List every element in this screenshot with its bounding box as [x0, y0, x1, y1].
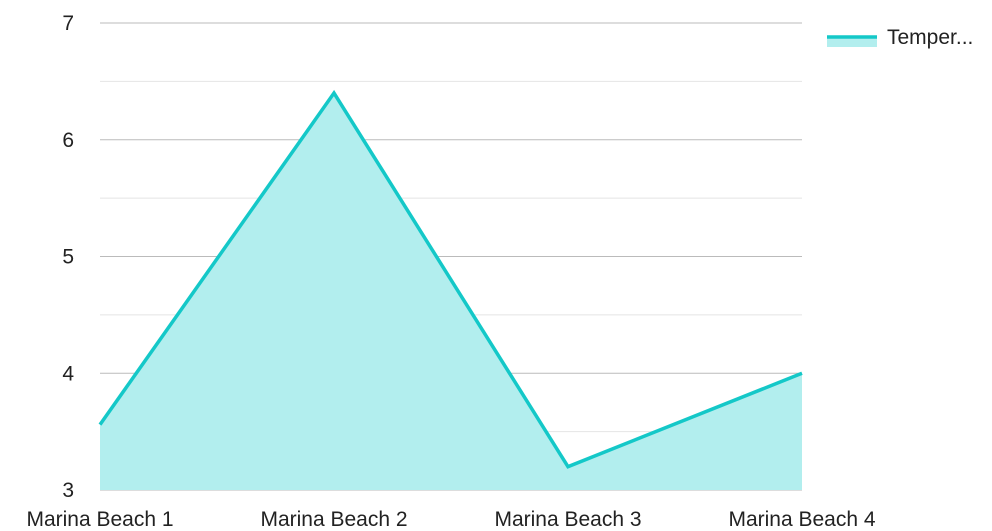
x-tick-label: Marina Beach 3	[494, 508, 641, 531]
y-axis-ticks: 3 4 5 6 7	[62, 12, 74, 502]
x-tick-label: Marina Beach 2	[260, 508, 407, 531]
y-tick-label: 4	[62, 362, 74, 385]
y-tick-label: 3	[62, 479, 74, 502]
series-line	[98, 89, 803, 469]
legend-swatch-fill	[827, 37, 877, 47]
series-area-group	[98, 89, 803, 491]
series-area-fill	[100, 93, 802, 491]
legend[interactable]: Temper...	[827, 26, 973, 49]
x-tick-label: Marina Beach 4	[728, 508, 875, 531]
y-tick-label: 6	[62, 129, 74, 152]
y-tick-label: 7	[62, 12, 74, 35]
y-tick-label: 5	[62, 246, 74, 269]
legend-label: Temper...	[887, 26, 973, 49]
x-axis-ticks: Marina Beach 1 Marina Beach 2 Marina Beach…	[26, 508, 875, 531]
x-tick-label: Marina Beach 1	[26, 508, 173, 531]
